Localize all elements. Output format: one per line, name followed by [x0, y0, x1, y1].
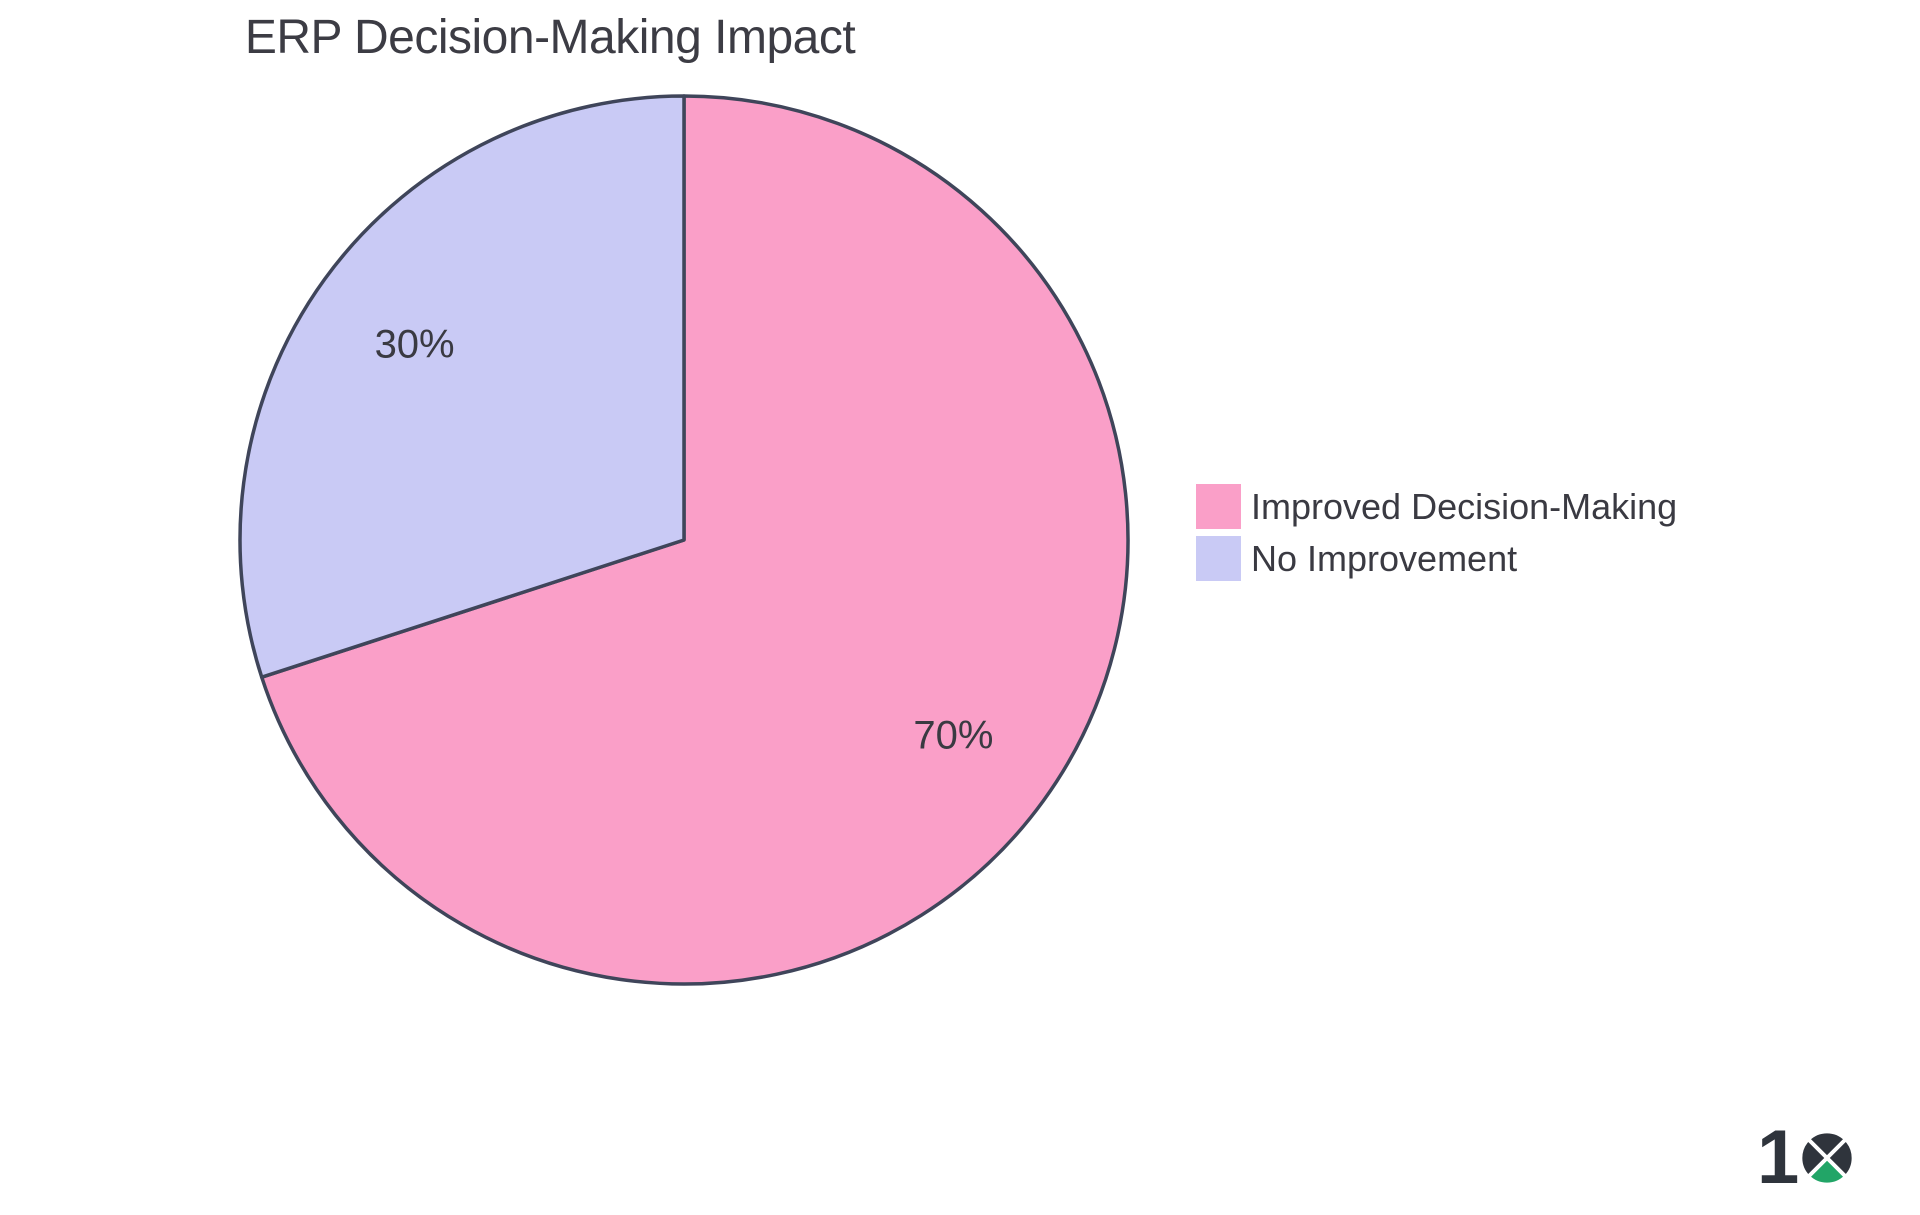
quadrant-pie-icon — [1798, 1129, 1856, 1187]
legend-label-improved-decision-making: Improved Decision-Making — [1251, 485, 1678, 527]
legend: Improved Decision-Making No Improvement — [1196, 484, 1677, 581]
legend-label-no-improvement: No Improvement — [1251, 537, 1518, 579]
slice-percto-label-0: 70% — [913, 714, 993, 758]
slice-percto-label-1: 30% — [375, 322, 455, 366]
legend-swatch-no-improvement — [1196, 536, 1241, 581]
pie-chart: 70% 30% — [238, 94, 1130, 986]
pie-slice-0 — [259, 94, 1130, 986]
logo-wedge-left — [1798, 1137, 1830, 1179]
pie-slice-1 — [238, 94, 686, 679]
legend-item-improved-decision-making: Improved Decision-Making — [1196, 484, 1677, 529]
legend-item-no-improvement: No Improvement — [1196, 536, 1677, 581]
logo-digit-1: 1 — [1757, 1115, 1799, 1200]
brand-logo: 1 — [1757, 1115, 1856, 1200]
chart-title: ERP Decision-Making Impact — [244, 11, 856, 64]
legend-swatch-improved-decision-making — [1196, 484, 1241, 529]
